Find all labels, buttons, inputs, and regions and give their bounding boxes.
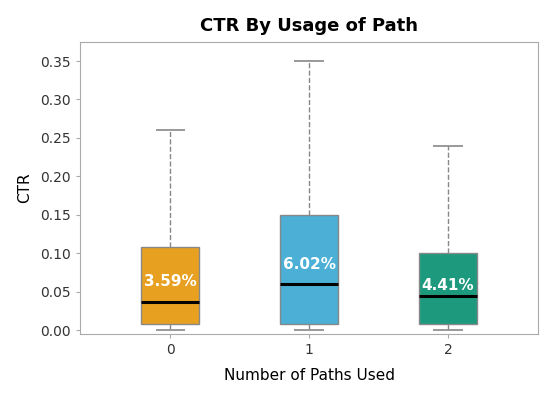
PathPatch shape xyxy=(419,253,477,324)
PathPatch shape xyxy=(280,215,338,324)
PathPatch shape xyxy=(141,247,199,324)
Text: 3.59%: 3.59% xyxy=(144,274,196,289)
Title: CTR By Usage of Path: CTR By Usage of Path xyxy=(200,17,418,35)
Text: 4.41%: 4.41% xyxy=(422,278,475,293)
Y-axis label: CTR: CTR xyxy=(17,173,32,203)
X-axis label: Number of Paths Used: Number of Paths Used xyxy=(224,368,395,383)
Text: 6.02%: 6.02% xyxy=(282,256,336,272)
